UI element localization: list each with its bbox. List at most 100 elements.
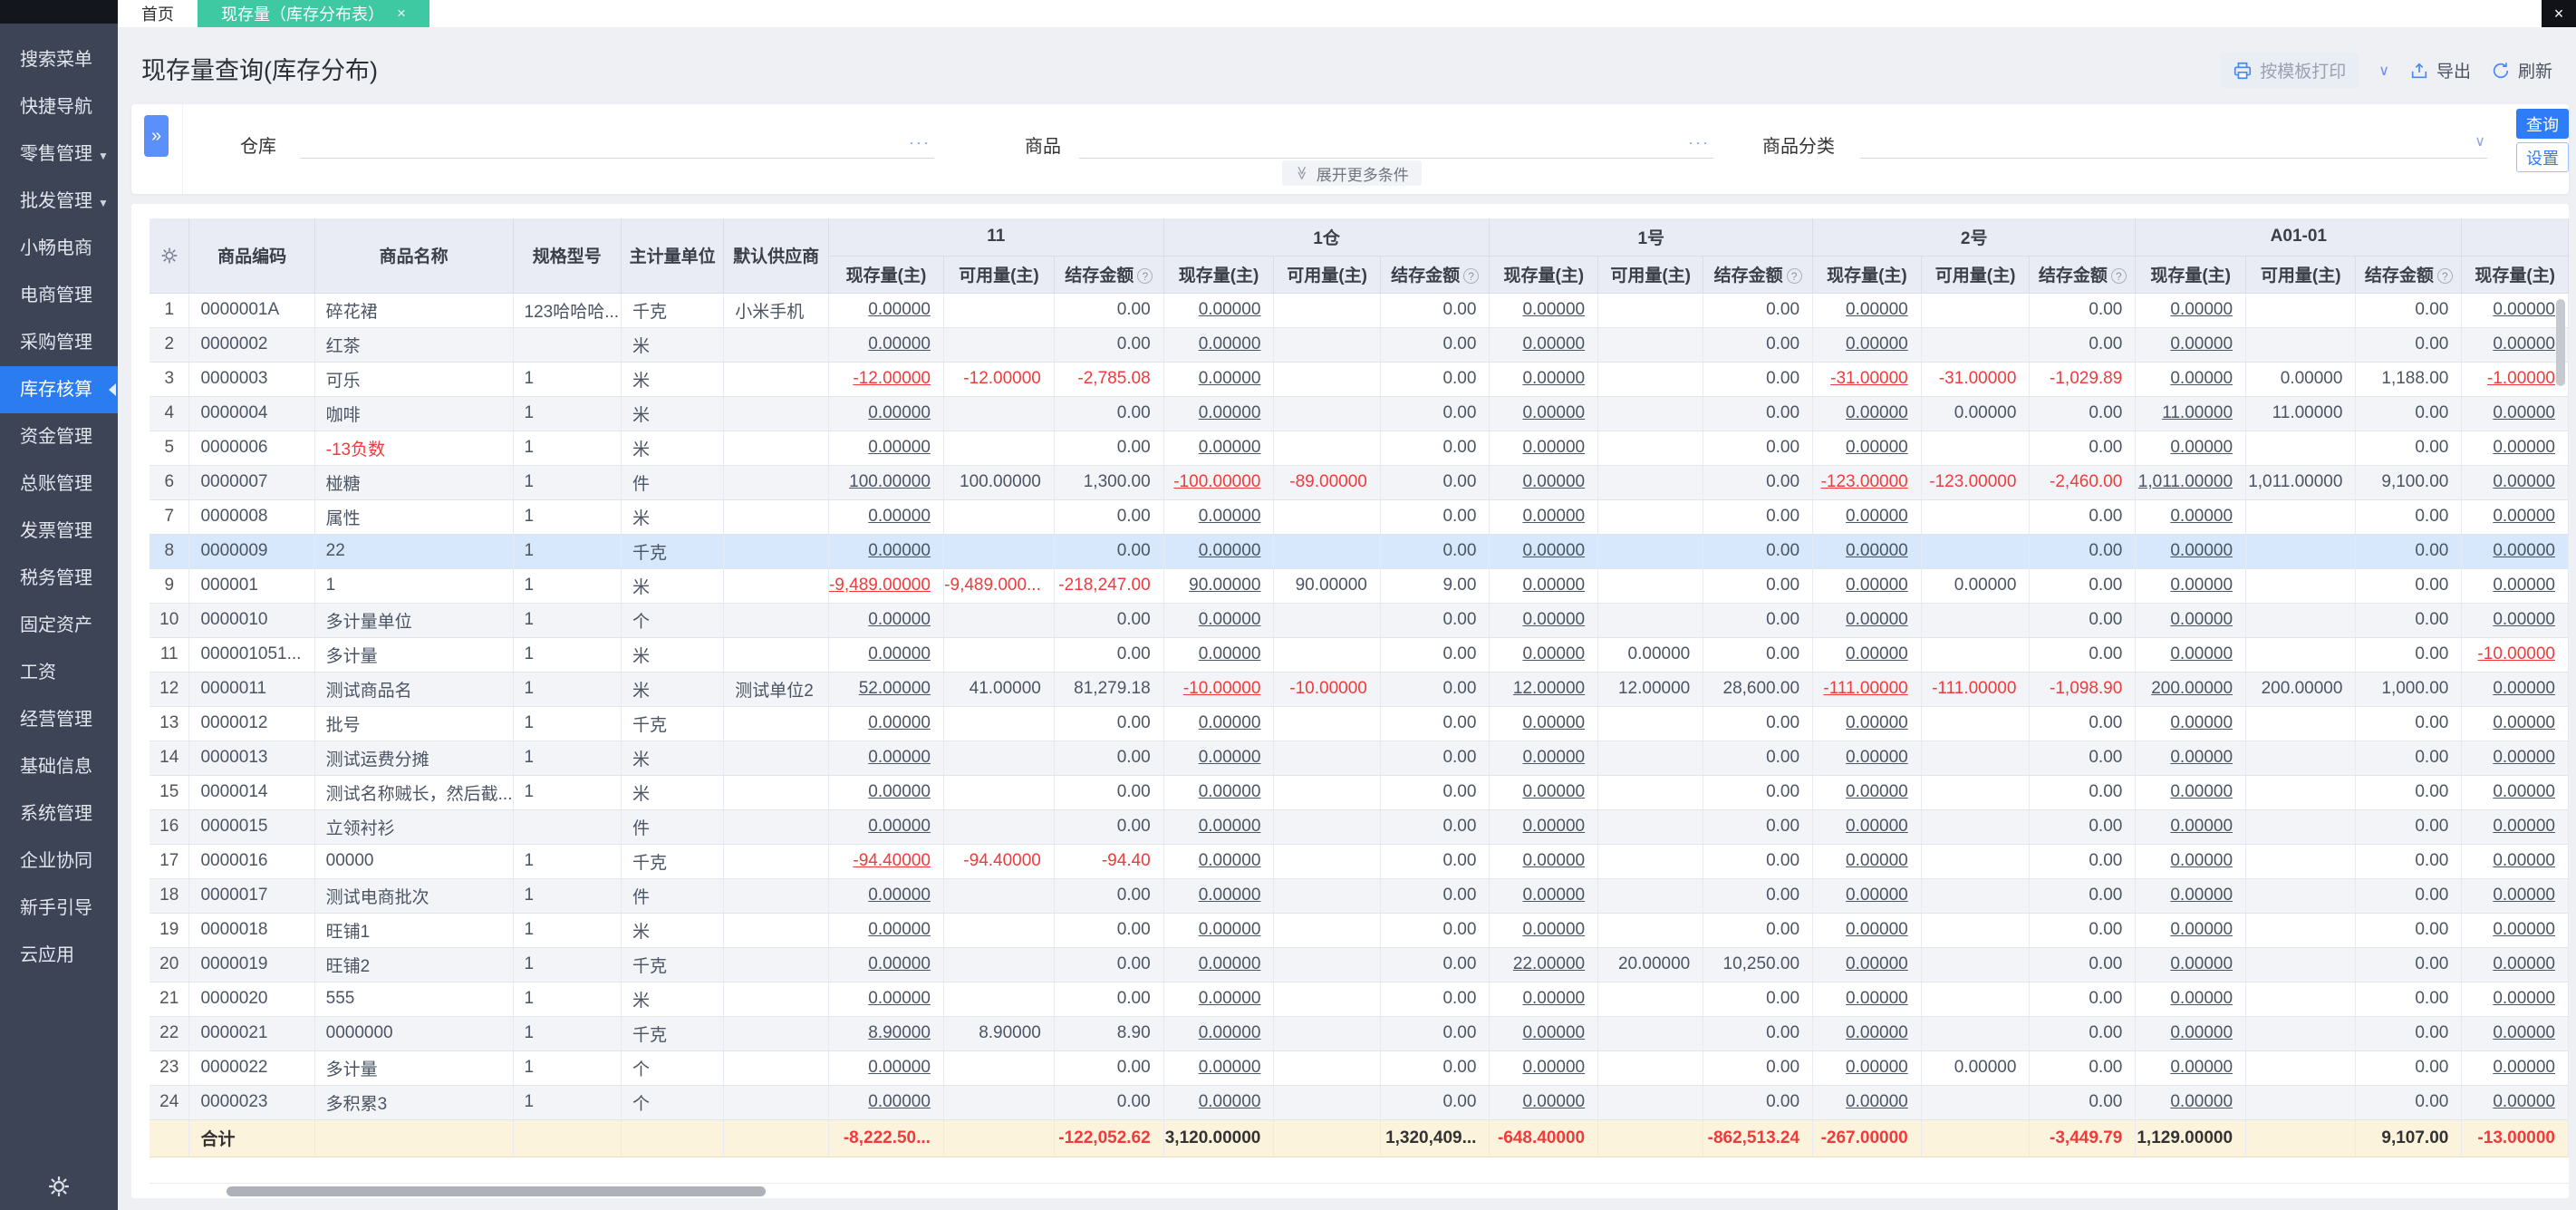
- qty-on-hand-cell[interactable]: 0.00000: [2135, 431, 2247, 466]
- qty-on-hand-cell[interactable]: 0.00000: [2135, 878, 2247, 914]
- table-row[interactable]: 14 0000013 测试运费分摊 1 米 0.00000 0.00 0.00000 0.00 0…: [150, 741, 2569, 776]
- qty-on-hand-cell[interactable]: 0.00000: [2461, 499, 2569, 535]
- table-row[interactable]: 7 0000008 属性 1 米 0.00000 0.00 0.00000 0.00 0.0000…: [150, 499, 2569, 535]
- qty-on-hand-cell[interactable]: 0.00000: [2461, 396, 2569, 431]
- qty-on-hand-cell[interactable]: -1.00000: [2461, 362, 2569, 397]
- qty-on-hand-cell[interactable]: 0.00000: [828, 741, 944, 776]
- qty-on-hand-cell[interactable]: 0.00000: [1812, 1016, 1922, 1051]
- table-row[interactable]: 23 0000022 多计量 1 个 0.00000 0.00 0.00000 0.00 0.00…: [150, 1050, 2569, 1086]
- qty-on-hand-cell[interactable]: 0.00000: [828, 775, 944, 810]
- qty-on-hand-cell[interactable]: 0.00000: [828, 878, 944, 914]
- qty-on-hand-cell[interactable]: 0.00000: [1812, 637, 1922, 673]
- qty-on-hand-cell[interactable]: 0.00000: [1163, 637, 1275, 673]
- qty-on-hand-cell[interactable]: 0.00000: [2461, 568, 2569, 604]
- table-row[interactable]: 22 0000021 0000000 1 千克 8.90000 8.90000 8.90 0.0…: [150, 1016, 2569, 1051]
- qty-on-hand-cell[interactable]: 0.00000: [1163, 1085, 1275, 1120]
- qty-on-hand-cell[interactable]: 0.00000: [2135, 362, 2247, 397]
- table-row[interactable]: 24 0000023 多积累3 1 个 0.00000 0.00 0.00000 0.00 0.0…: [150, 1085, 2569, 1120]
- table-row[interactable]: 2 0000002 红茶米 0.00000 0.00 0.00000 0.00 0.00000…: [150, 327, 2569, 363]
- product-picker-ellipsis-icon[interactable]: ···: [1688, 133, 1710, 151]
- qty-on-hand-cell[interactable]: 0.00000: [1163, 499, 1275, 535]
- qty-on-hand-cell[interactable]: 0.00000: [2461, 982, 2569, 1017]
- qty-on-hand-cell[interactable]: 0.00000: [2461, 327, 2569, 363]
- qty-on-hand-cell[interactable]: 200.00000: [2135, 672, 2247, 707]
- qty-on-hand-cell[interactable]: 100.00000: [828, 465, 944, 500]
- qty-on-hand-cell[interactable]: 0.00000: [1489, 982, 1599, 1017]
- table-row[interactable]: 12 0000011 测试商品名 1 米测试单位2 52.00000 41.00000 81,…: [150, 672, 2569, 707]
- table-row[interactable]: 1 0000001A 碎花裙 123哈哈哈... 千克 小米手机 0.00000 0.00 0.…: [150, 293, 2569, 328]
- qty-on-hand-cell[interactable]: 0.00000: [828, 431, 944, 466]
- sidebar-item[interactable]: 小畅电商: [0, 225, 118, 272]
- qty-on-hand-cell[interactable]: 0.00000: [1812, 499, 1922, 535]
- qty-on-hand-cell[interactable]: 1,011.00000: [2135, 465, 2247, 500]
- qty-on-hand-cell[interactable]: 0.00000: [1489, 431, 1599, 466]
- qty-on-hand-cell[interactable]: 0.00000: [2461, 947, 2569, 983]
- table-row[interactable]: 13 0000012 批号 1 千克 0.00000 0.00 0.00000 0.00 0.00…: [150, 706, 2569, 741]
- table-row[interactable]: 5 0000006 -13负数 1 米 0.00000 0.00 0.00000 0.00 0.0…: [150, 431, 2569, 466]
- qty-on-hand-cell[interactable]: 0.00000: [828, 706, 944, 741]
- column-header[interactable]: 商品编码: [188, 218, 315, 294]
- qty-on-hand-cell[interactable]: 0.00000: [2461, 1050, 2569, 1086]
- qty-on-hand-cell[interactable]: 0.00000: [1812, 1050, 1922, 1086]
- sub-column-header[interactable]: 可用量(主): [943, 256, 1055, 294]
- table-row[interactable]: 8 0000009 22 1 千克 0.00000 0.00 0.00000 0.00 0.000…: [150, 534, 2569, 569]
- qty-on-hand-cell[interactable]: 0.00000: [1812, 844, 1922, 879]
- qty-on-hand-cell[interactable]: 0.00000: [1812, 706, 1922, 741]
- qty-on-hand-cell[interactable]: 0.00000: [1489, 499, 1599, 535]
- help-icon[interactable]: ?: [2110, 268, 2127, 284]
- qty-on-hand-cell[interactable]: 0.00000: [2461, 775, 2569, 810]
- qty-on-hand-cell[interactable]: 0.00000: [828, 293, 944, 328]
- help-icon[interactable]: ?: [2436, 268, 2453, 284]
- qty-on-hand-cell[interactable]: 0.00000: [2461, 844, 2569, 879]
- sidebar-item[interactable]: 企业协同: [0, 837, 118, 885]
- qty-on-hand-cell[interactable]: 0.00000: [1163, 603, 1275, 638]
- qty-on-hand-cell[interactable]: 0.00000: [2135, 1050, 2247, 1086]
- qty-on-hand-cell[interactable]: -10.00000: [2461, 637, 2569, 673]
- column-header[interactable]: 规格型号: [513, 218, 622, 294]
- sub-column-header[interactable]: 可用量(主): [1273, 256, 1381, 294]
- qty-on-hand-cell[interactable]: 0.00000: [1812, 293, 1922, 328]
- qty-on-hand-cell[interactable]: 0.00000: [1812, 982, 1922, 1017]
- qty-on-hand-cell[interactable]: 0.00000: [2461, 431, 2569, 466]
- qty-on-hand-cell[interactable]: 0.00000: [1489, 362, 1599, 397]
- qty-on-hand-cell[interactable]: 0.00000: [828, 603, 944, 638]
- help-icon[interactable]: ?: [1463, 268, 1480, 284]
- qty-on-hand-cell[interactable]: 0.00000: [1163, 878, 1275, 914]
- qty-on-hand-cell[interactable]: 0.00000: [2461, 672, 2569, 707]
- qty-on-hand-cell[interactable]: 0.00000: [2135, 947, 2247, 983]
- sidebar-item[interactable]: 云应用: [0, 932, 118, 979]
- export-button[interactable]: 导出: [2409, 58, 2471, 82]
- print-by-template-button[interactable]: 按模板打印: [2220, 53, 2359, 88]
- table-row[interactable]: 3 0000003 可乐 1 米 -12.00000 -12.00000 -2,785.08 0…: [150, 362, 2569, 397]
- qty-on-hand-cell[interactable]: 0.00000: [2135, 534, 2247, 569]
- help-icon[interactable]: ?: [1786, 268, 1802, 284]
- qty-on-hand-cell[interactable]: 0.00000: [2461, 1016, 2569, 1051]
- warehouse-input[interactable]: ···: [300, 126, 934, 159]
- sub-column-header[interactable]: 现存量(主): [1163, 256, 1275, 294]
- table-row[interactable]: 21 0000020 555 1 米 0.00000 0.00 0.00000 0.00 0.00…: [150, 982, 2569, 1017]
- qty-on-hand-cell[interactable]: 0.00000: [2135, 637, 2247, 673]
- qty-on-hand-cell[interactable]: 0.00000: [2461, 465, 2569, 500]
- qty-on-hand-cell[interactable]: 0.00000: [1163, 1016, 1275, 1051]
- qty-on-hand-cell[interactable]: 0.00000: [1489, 706, 1599, 741]
- tab[interactable]: 现存量（库存分布表） ×: [198, 0, 429, 27]
- qty-on-hand-cell[interactable]: 0.00000: [828, 947, 944, 983]
- sub-column-header[interactable]: 现存量(主): [2461, 256, 2569, 294]
- qty-on-hand-cell[interactable]: 0.00000: [1812, 603, 1922, 638]
- qty-on-hand-cell[interactable]: 0.00000: [1163, 913, 1275, 948]
- qty-on-hand-cell[interactable]: 0.00000: [2461, 809, 2569, 845]
- qty-on-hand-cell[interactable]: 0.00000: [1812, 947, 1922, 983]
- qty-on-hand-cell[interactable]: 0.00000: [2135, 913, 2247, 948]
- sidebar-item[interactable]: 工资: [0, 649, 118, 696]
- sidebar-item[interactable]: 经营管理: [0, 696, 118, 743]
- help-icon[interactable]: ?: [1137, 268, 1153, 284]
- qty-on-hand-cell[interactable]: 90.00000: [1163, 568, 1275, 604]
- window-close-button[interactable]: ×: [2542, 0, 2576, 27]
- sidebar-item[interactable]: 税务管理: [0, 555, 118, 602]
- qty-on-hand-cell[interactable]: 0.00000: [1812, 741, 1922, 776]
- qty-on-hand-cell[interactable]: 0.00000: [1163, 293, 1275, 328]
- qty-on-hand-cell[interactable]: 0.00000: [1163, 396, 1275, 431]
- qty-on-hand-cell[interactable]: 0.00000: [828, 499, 944, 535]
- qty-on-hand-cell[interactable]: 0.00000: [2135, 1085, 2247, 1120]
- qty-on-hand-cell[interactable]: 0.00000: [1163, 844, 1275, 879]
